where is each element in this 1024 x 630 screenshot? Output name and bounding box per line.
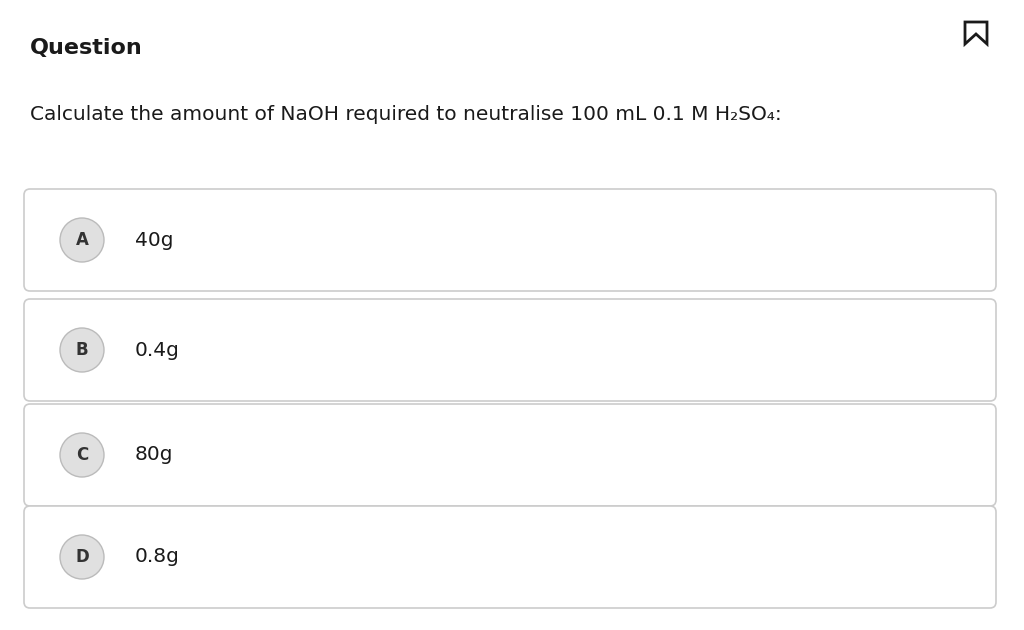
Text: Question: Question <box>30 38 142 58</box>
Circle shape <box>60 218 104 262</box>
Text: C: C <box>76 446 88 464</box>
FancyBboxPatch shape <box>24 404 996 506</box>
Text: Calculate the amount of NaOH required to neutralise 100 mL 0.1 M H₂SO₄:: Calculate the amount of NaOH required to… <box>30 105 781 124</box>
Text: D: D <box>75 548 89 566</box>
Text: 0.8g: 0.8g <box>135 547 180 566</box>
Text: 40g: 40g <box>135 231 173 249</box>
FancyBboxPatch shape <box>24 189 996 291</box>
Text: 80g: 80g <box>135 445 173 464</box>
Circle shape <box>60 535 104 579</box>
FancyBboxPatch shape <box>24 506 996 608</box>
FancyBboxPatch shape <box>24 299 996 401</box>
Text: 0.4g: 0.4g <box>135 340 180 360</box>
Text: A: A <box>76 231 88 249</box>
Text: B: B <box>76 341 88 359</box>
Circle shape <box>60 433 104 477</box>
Circle shape <box>60 328 104 372</box>
